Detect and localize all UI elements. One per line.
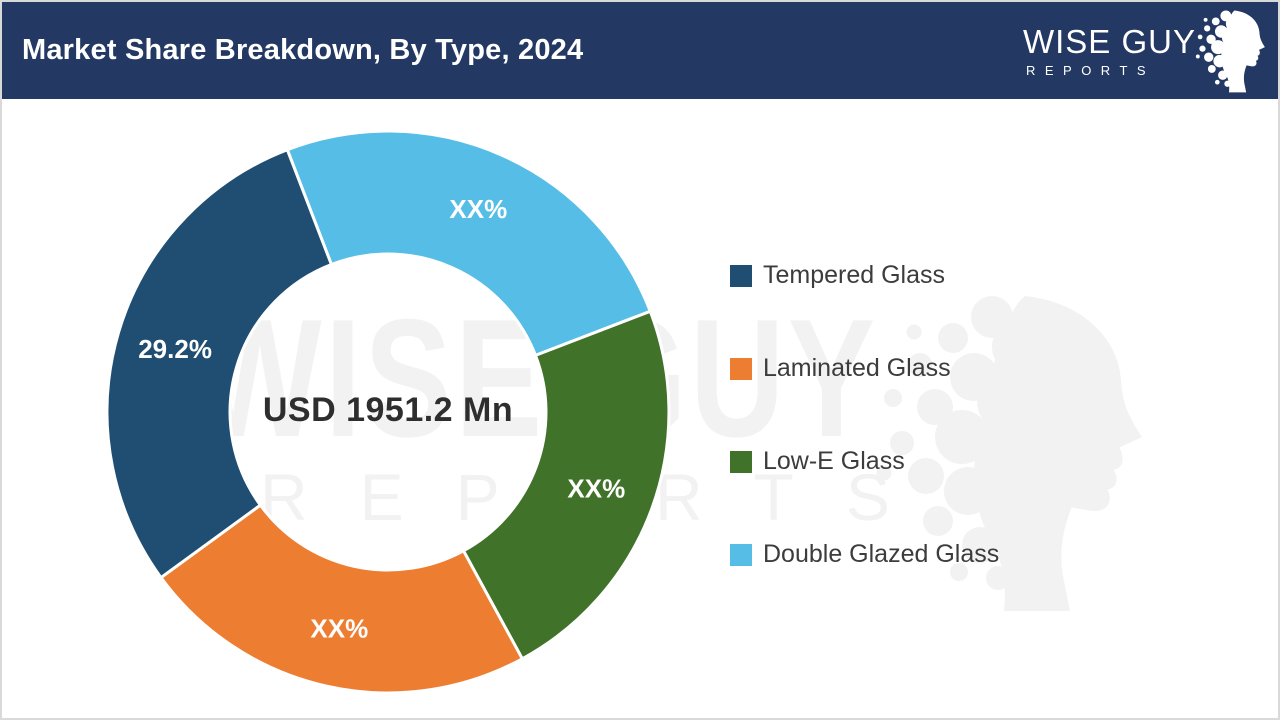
chart-center-value: USD 1951.2 Mn [262, 391, 514, 429]
brand-logo: WISE GUY REPORTS [1023, 8, 1268, 94]
legend-item-laminated-glass: Laminated Glass [730, 356, 999, 381]
legend-label: Tempered Glass [763, 261, 946, 289]
legend-swatch [730, 450, 752, 473]
slice-low-e-glass [462, 309, 671, 661]
slice-tempered-glass [105, 148, 333, 580]
brand-subname: REPORTS [1025, 62, 1156, 78]
slice-label: XX% [449, 194, 507, 224]
legend-item-double-glazed-glass: Double Glazed Glass [730, 542, 999, 567]
slice-label: XX% [567, 474, 625, 504]
slice-label: XX% [310, 614, 368, 644]
brand-logo-text: WISE GUY REPORTS [1023, 25, 1196, 77]
header-bar: Market Share Breakdown, By Type, 2024 WI… [2, 2, 1278, 99]
page-title: Market Share Breakdown, By Type, 2024 [22, 34, 584, 66]
legend-swatch [730, 357, 752, 380]
slice-double-glazed-glass [285, 129, 652, 357]
legend-label: Double Glazed Glass [763, 540, 1000, 568]
legend-item-low-e-glass: Low-E Glass [730, 449, 999, 474]
brand-head-icon [1195, 9, 1265, 92]
legend-item-tempered-glass: Tempered Glass [730, 263, 999, 288]
legend-swatch [730, 264, 752, 287]
legend-label: Low-E Glass [763, 447, 905, 475]
brand-name: WISE GUY [1022, 22, 1196, 60]
slice-laminated-glass [159, 503, 524, 695]
legend-swatch [730, 543, 752, 566]
legend-label: Laminated Glass [763, 354, 951, 382]
slice-label: 29.2% [138, 334, 212, 364]
chart-legend: Tempered Glass Laminated Glass Low-E Glass… [730, 263, 999, 567]
donut-chart: XX% XX% XX% 29.2% [105, 129, 671, 695]
